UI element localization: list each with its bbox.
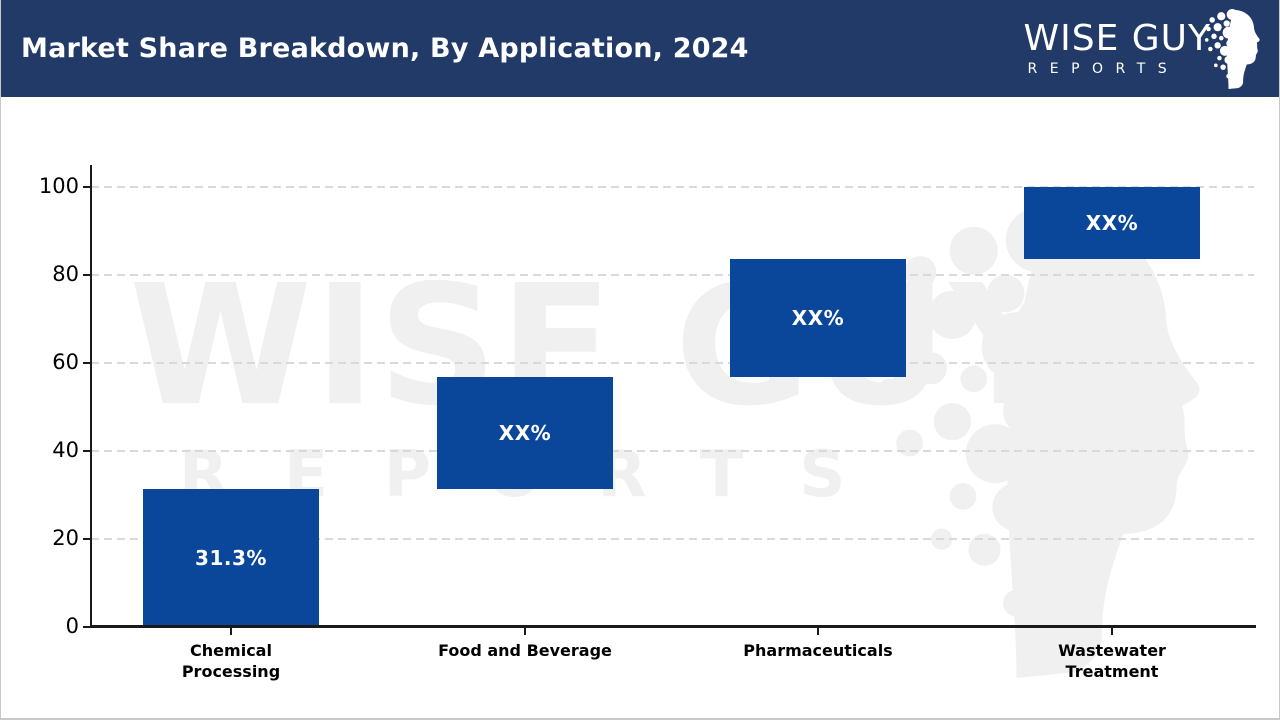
- title-bar: Market Share Breakdown, By Application, …: [1, 0, 1279, 97]
- bar-value-label: XX%: [791, 305, 845, 330]
- y-tick-label: 100: [38, 174, 79, 198]
- gridline: [91, 274, 1254, 276]
- head-profile-icon: [1201, 9, 1267, 89]
- y-axis-tick: [83, 274, 91, 276]
- gridline: [91, 362, 1254, 364]
- logo-reports-text: REPORTS: [1027, 61, 1180, 77]
- x-tick-label-wastewater-treatment: Wastewater Treatment: [1058, 641, 1166, 681]
- wise-guy-logo: WISE GUY REPORTS: [1024, 9, 1268, 89]
- x-axis-tick: [817, 628, 819, 635]
- y-tick-label: 0: [65, 614, 79, 638]
- y-tick-label: 80: [52, 262, 79, 286]
- y-tick-label: 40: [52, 438, 79, 462]
- x-tick-label-food-and-beverage: Food and Beverage: [438, 641, 612, 660]
- bar-value-label: XX%: [1085, 210, 1139, 235]
- bar-food-and-beverage: XX%: [437, 377, 613, 490]
- x-axis-tick: [1111, 628, 1113, 635]
- bar-value-label: 31.3%: [195, 546, 267, 571]
- x-tick-label-chemical-processing: Chemical Processing: [181, 641, 281, 681]
- bar-wastewater-treatment: XX%: [1024, 187, 1200, 259]
- y-tick-label: 60: [52, 350, 79, 374]
- logo-brand-text: WISE GUY: [1023, 18, 1211, 59]
- x-tick-label-pharmaceuticals: Pharmaceuticals: [743, 641, 893, 660]
- y-tick-label: 20: [52, 526, 79, 550]
- y-axis-tick: [83, 626, 91, 628]
- gridline: [91, 186, 1254, 188]
- bar-value-label: XX%: [498, 421, 552, 446]
- x-axis-line: [90, 625, 1256, 628]
- x-axis-tick: [524, 628, 526, 635]
- y-axis-tick: [83, 362, 91, 364]
- y-axis-tick: [83, 450, 91, 452]
- gridline: [91, 538, 1254, 540]
- x-axis-tick: [230, 628, 232, 635]
- chart-title: Market Share Breakdown, By Application, …: [21, 33, 749, 64]
- logo-wordmark: WISE GUY REPORTS: [1023, 18, 1212, 78]
- bar-chemical-processing: 31.3%: [143, 489, 319, 627]
- y-axis-tick: [83, 186, 91, 188]
- bar-pharmaceuticals: XX%: [730, 258, 906, 378]
- y-axis-line: [90, 165, 92, 628]
- gridline: [91, 450, 1254, 452]
- y-axis-tick: [83, 538, 91, 540]
- watermark-head-icon: [856, 208, 1241, 678]
